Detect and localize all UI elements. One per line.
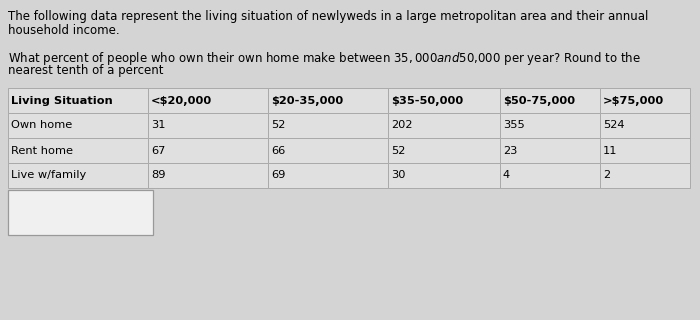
Text: Living Situation: Living Situation	[10, 95, 113, 106]
Text: 52: 52	[391, 146, 405, 156]
Text: household income.: household income.	[8, 24, 120, 37]
Text: $35-50,000: $35-50,000	[391, 95, 463, 106]
Text: Rent home: Rent home	[10, 146, 73, 156]
Text: 2: 2	[603, 171, 610, 180]
Text: 23: 23	[503, 146, 517, 156]
Text: What percent of people who own their own home make between $35,000 and $50,000 p: What percent of people who own their own…	[8, 50, 641, 67]
Text: 355: 355	[503, 121, 524, 131]
Text: 69: 69	[271, 171, 285, 180]
Text: 89: 89	[150, 171, 165, 180]
Text: >$75,000: >$75,000	[603, 95, 664, 106]
Text: Own home: Own home	[10, 121, 72, 131]
Text: 67: 67	[150, 146, 165, 156]
Text: $20-35,000: $20-35,000	[271, 95, 343, 106]
Text: 4: 4	[503, 171, 510, 180]
Text: 11: 11	[603, 146, 617, 156]
Text: 30: 30	[391, 171, 405, 180]
Text: The following data represent the living situation of newlyweds in a large metrop: The following data represent the living …	[8, 10, 648, 23]
Text: 52: 52	[271, 121, 285, 131]
Text: 31: 31	[150, 121, 165, 131]
Text: 524: 524	[603, 121, 624, 131]
Text: nearest tenth of a percent: nearest tenth of a percent	[8, 64, 164, 77]
Text: $50-75,000: $50-75,000	[503, 95, 575, 106]
Text: Live w/family: Live w/family	[10, 171, 86, 180]
Text: <$20,000: <$20,000	[150, 95, 212, 106]
Text: 66: 66	[271, 146, 285, 156]
Text: 202: 202	[391, 121, 412, 131]
